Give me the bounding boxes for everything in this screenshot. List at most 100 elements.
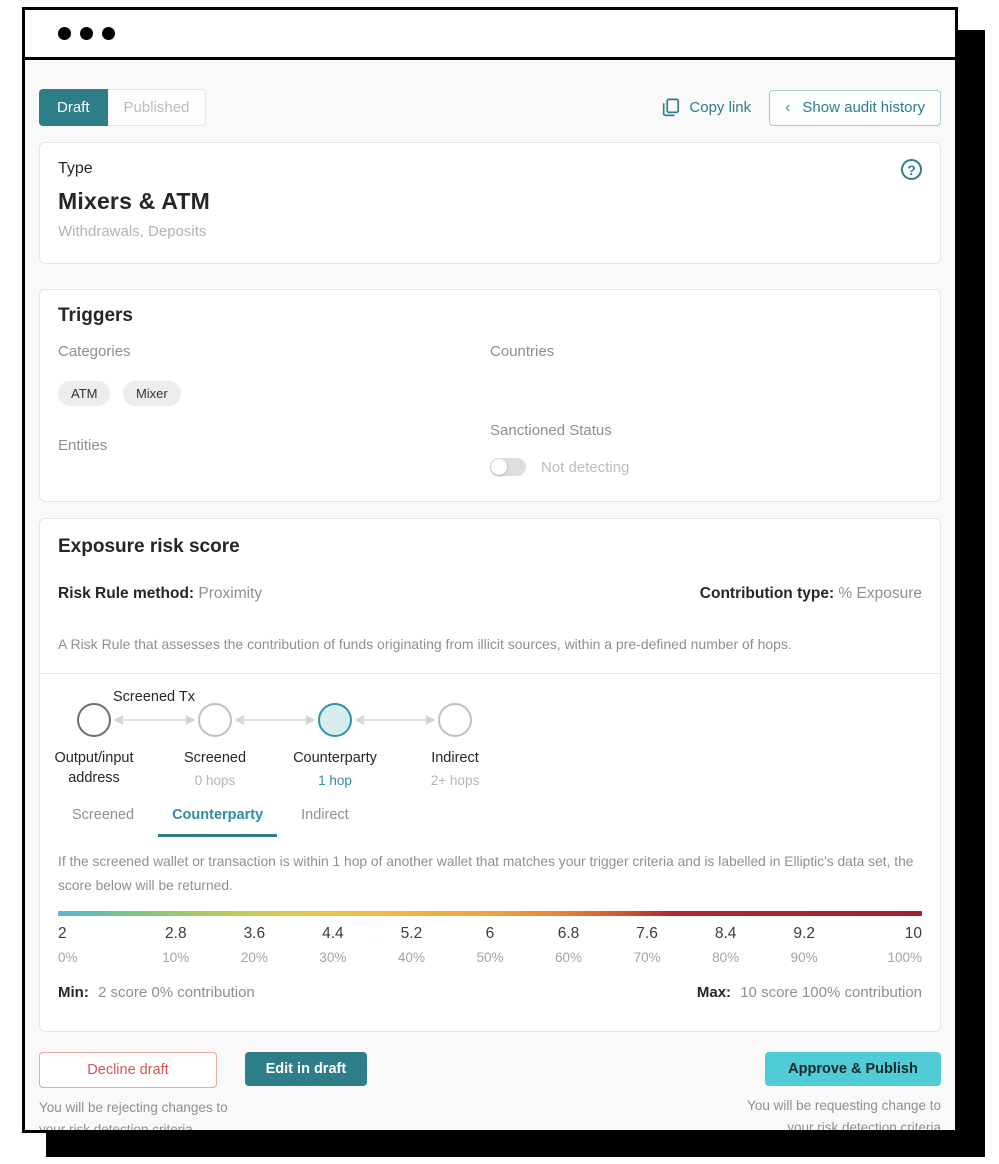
node-subtitle: 2+ hops: [430, 772, 480, 788]
toolbar-right: Copy link ‹ Show audit history: [662, 89, 941, 126]
footer-right: Approve & Publish You will be requesting…: [747, 1052, 941, 1130]
type-subtitle: Withdrawals, Deposits: [58, 223, 207, 240]
scale-pct: 70%: [633, 950, 661, 966]
node-screened[interactable]: [198, 703, 232, 737]
scale-pct: 40%: [397, 950, 425, 966]
copy-link-button[interactable]: Copy link: [662, 98, 751, 117]
tab-screened[interactable]: Screened: [58, 797, 148, 837]
decline-note: You will be rejecting changes to your ri…: [39, 1097, 228, 1130]
exposure-title: Exposure risk score: [58, 536, 240, 557]
triggers-card: Triggers Categories ATM Mixer Entities C…: [39, 289, 941, 502]
entities-label: Entities: [58, 437, 108, 454]
help-icon[interactable]: ?: [901, 159, 922, 180]
tab-counterparty[interactable]: Counterparty: [158, 797, 278, 837]
window-dot-icon: [80, 27, 93, 40]
scale-score: 8.4: [714, 925, 737, 943]
max-value: 10 score 100% contribution: [740, 984, 922, 1002]
scale-tick: 6 50%: [451, 925, 530, 965]
scale-pct: 20%: [240, 950, 268, 966]
tab-draft[interactable]: Draft: [39, 89, 108, 126]
scale-pct: 100%: [887, 950, 922, 966]
window-dot-icon: [102, 27, 115, 40]
risk-rule-method-value: Proximity: [198, 585, 263, 602]
toolbar: Draft Published Copy link ‹ Show audit h…: [39, 89, 941, 126]
scale-score: 2: [58, 925, 67, 943]
scale-pct: 0%: [58, 950, 78, 966]
copy-link-label: Copy link: [689, 99, 752, 116]
footer-left: Decline draft You will be rejecting chan…: [39, 1052, 228, 1130]
type-card: Type Mixers & ATM Withdrawals, Deposits …: [39, 142, 941, 264]
audit-history-label: Show audit history: [802, 99, 925, 116]
node-subtitle: 1 hop: [318, 772, 352, 788]
min-max-row: Min: 2 score 0% contribution Max: 10 sco…: [58, 984, 922, 1001]
risk-score-gradient-bar: [58, 911, 922, 917]
contribution-type: Contribution type: % Exposure: [700, 585, 922, 603]
scale-tick: 8.4 80%: [686, 925, 765, 965]
risk-rule-method: Risk Rule method: Proximity: [58, 585, 262, 603]
triggers-grid: Categories ATM Mixer Entities Countries …: [58, 343, 922, 476]
contribution-type-label: Contribution type:: [699, 585, 835, 602]
exposure-meta-row: Risk Rule method: Proximity Contribution…: [58, 585, 922, 603]
node-title: Counterparty: [293, 750, 377, 766]
scale-pct: 90%: [790, 950, 818, 966]
scale-pct: 80%: [712, 950, 740, 966]
tab-indirect[interactable]: Indirect: [287, 797, 363, 837]
tab-published[interactable]: Published: [107, 89, 207, 126]
scale-tick: 6.8 60%: [529, 925, 608, 965]
category-chip-mixer[interactable]: Mixer: [122, 381, 181, 406]
draft-published-segmented-control: Draft Published: [39, 89, 207, 126]
approve-note-line1: You will be requesting change to: [747, 1098, 941, 1113]
decline-note-line2: your risk detection criteria: [39, 1122, 193, 1130]
category-chip-atm[interactable]: ATM: [58, 381, 111, 406]
sanctioned-toggle-row: Not detecting: [490, 458, 922, 476]
diagram-arrows: [113, 715, 436, 725]
approve-note: You will be requesting change to your ri…: [747, 1095, 941, 1130]
node-label-indirect: Indirect 2+ hops: [395, 749, 515, 790]
type-title: Mixers & ATM: [58, 188, 210, 214]
hop-tabs: Screened Counterparty Indirect: [58, 797, 922, 837]
scale-score: 5.2: [400, 925, 423, 943]
node-subtitle: 0 hops: [194, 772, 236, 788]
node-label-screened: Screened 0 hops: [155, 749, 275, 790]
node-label-output-input: Output/input address: [40, 749, 154, 788]
sanctioned-status-toggle[interactable]: [490, 458, 526, 476]
screened-tx-label: Screened Tx: [113, 689, 195, 705]
chevron-left-icon: ‹: [785, 98, 791, 116]
decline-note-line1: You will be rejecting changes to: [39, 1100, 228, 1115]
approve-note-line2: your risk detection criteria: [787, 1120, 941, 1130]
node-indirect[interactable]: [438, 703, 472, 737]
node-output-input-address[interactable]: [77, 703, 111, 737]
max-contribution: Max: 10 score 100% contribution: [697, 984, 922, 1001]
scale-score: 10: [904, 925, 922, 943]
scale-score: 6: [485, 925, 495, 943]
max-label: Max:: [696, 984, 732, 1002]
scale-pct: 10%: [162, 950, 190, 966]
contribution-type-value: % Exposure: [838, 585, 922, 602]
approve-publish-button[interactable]: Approve & Publish: [765, 1052, 941, 1086]
edit-in-draft-button[interactable]: Edit in draft: [244, 1052, 368, 1086]
app-window: Draft Published Copy link ‹ Show audit h…: [22, 7, 958, 1133]
node-label-counterparty: Counterparty 1 hop: [275, 749, 395, 790]
window-dot-icon: [58, 27, 71, 40]
countries-label: Countries: [490, 343, 555, 360]
copy-icon: [663, 98, 680, 117]
node-title: Screened: [183, 750, 247, 766]
risk-rule-method-label: Risk Rule method:: [58, 585, 195, 602]
sanctioned-status-label: Sanctioned Status: [490, 422, 612, 439]
min-value: 2 score 0% contribution: [98, 984, 255, 1002]
scale-score: 3.6: [243, 925, 266, 943]
triggers-right-column: Countries Sanctioned Status Not detectin…: [490, 343, 922, 476]
decline-draft-button[interactable]: Decline draft: [39, 1052, 217, 1088]
category-chips: ATM Mixer: [58, 381, 490, 406]
scale-pct: 50%: [476, 950, 504, 966]
scale-score: 7.6: [636, 925, 658, 943]
sanctioned-toggle-label: Not detecting: [541, 458, 630, 476]
categories-label: Categories: [58, 343, 131, 360]
triggers-left-column: Categories ATM Mixer Entities: [58, 343, 490, 476]
node-counterparty-active[interactable]: [318, 703, 352, 737]
divider: [40, 673, 940, 674]
scale-score: 4.4: [322, 925, 344, 943]
show-audit-history-button[interactable]: ‹ Show audit history: [769, 89, 941, 126]
footer-actions: Decline draft You will be rejecting chan…: [39, 1052, 941, 1130]
tab-description: If the screened wallet or transaction is…: [58, 854, 914, 894]
